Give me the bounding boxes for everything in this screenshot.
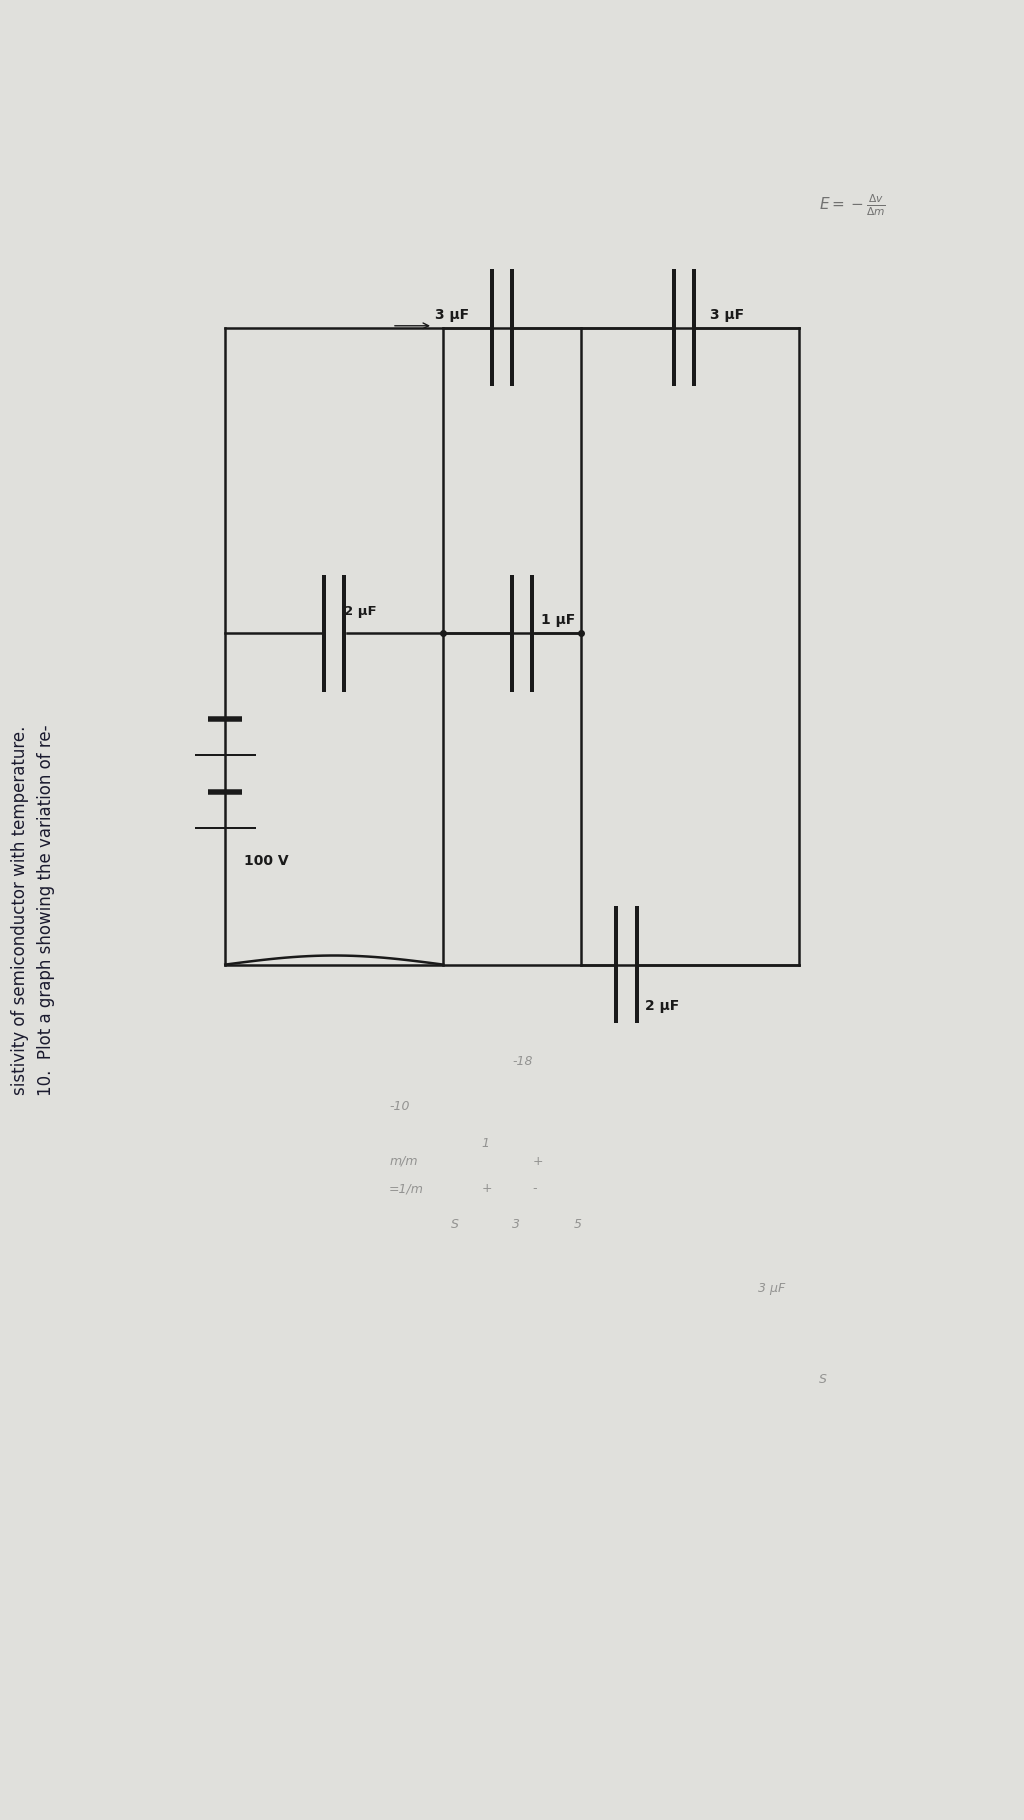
Text: S: S <box>819 1374 827 1387</box>
Text: $E = -\frac{\Delta v}{\Delta m}$: $E = -\frac{\Delta v}{\Delta m}$ <box>819 193 886 218</box>
Text: 1: 1 <box>481 1138 489 1150</box>
Text: +: + <box>481 1183 492 1196</box>
Text: m/m: m/m <box>389 1156 418 1168</box>
Text: 1 μF: 1 μF <box>541 613 574 628</box>
Text: -: - <box>532 1183 537 1196</box>
Text: S: S <box>451 1219 459 1232</box>
Text: +: + <box>532 1156 543 1168</box>
Text: 3 μF: 3 μF <box>710 308 743 322</box>
Text: 3 μF: 3 μF <box>435 308 469 322</box>
Text: 3: 3 <box>512 1219 520 1232</box>
Text: 2 μF: 2 μF <box>344 606 377 619</box>
Text: 10.  Plot a graph showing the variation of re-: 10. Plot a graph showing the variation o… <box>37 724 55 1096</box>
Text: 100 V: 100 V <box>244 854 289 868</box>
Text: =1/m: =1/m <box>389 1183 424 1196</box>
Text: -18: -18 <box>512 1056 532 1068</box>
Text: -10: -10 <box>389 1101 410 1114</box>
Text: 5: 5 <box>573 1219 582 1232</box>
Text: 2 μF: 2 μF <box>645 999 679 1014</box>
Text: 3 μF: 3 μF <box>758 1283 785 1296</box>
Text: sistivity of semiconductor with temperature.: sistivity of semiconductor with temperat… <box>11 726 30 1094</box>
